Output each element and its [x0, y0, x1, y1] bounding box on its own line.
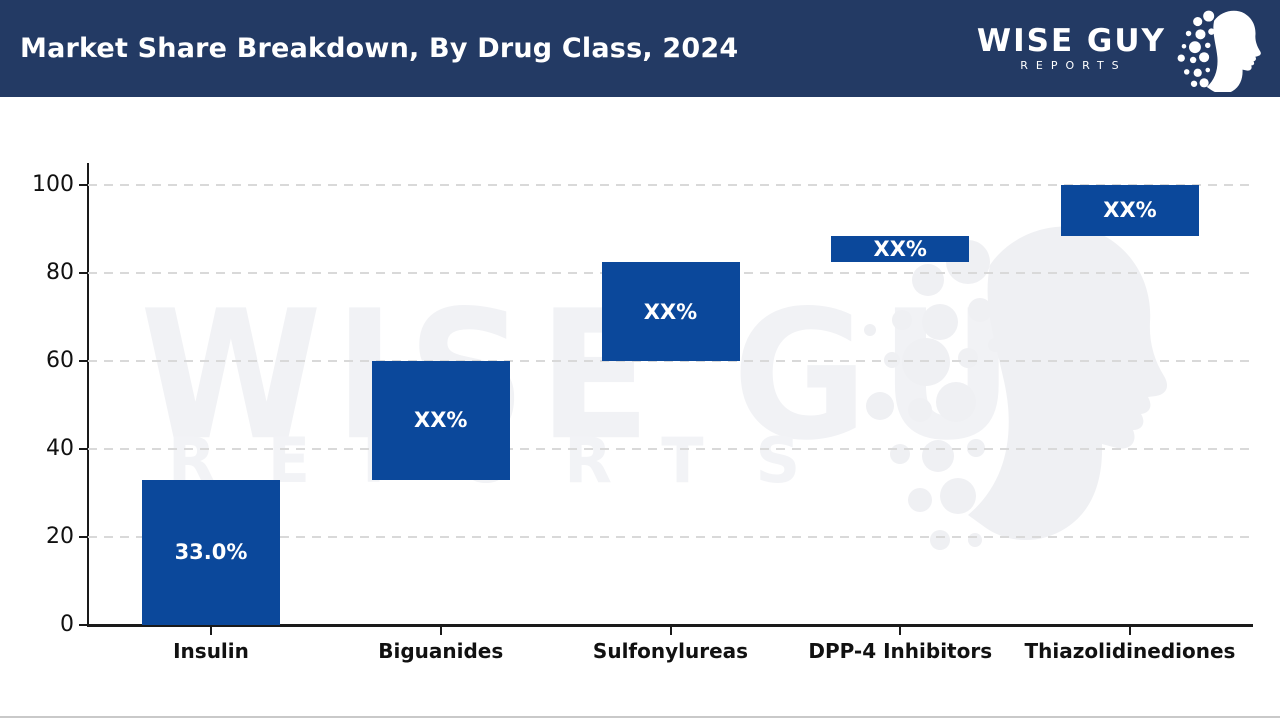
bar-thiazolidinediones: XX%	[1061, 185, 1199, 236]
bar-value-label: XX%	[1103, 198, 1157, 223]
page-title: Market Share Breakdown, By Drug Class, 2…	[20, 33, 739, 64]
y-tick-label-60: 60	[46, 348, 74, 373]
logo-reports-label: REPORTS	[1020, 58, 1127, 72]
logo-text: WISE GUY REPORTS	[976, 22, 1166, 72]
x-axis-label-insulin: Insulin	[173, 639, 249, 663]
x-tick-mark-1	[439, 627, 442, 635]
x-axis-label-sulfonylureas: Sulfonylureas	[592, 639, 749, 663]
y-tick-mark-20	[79, 536, 87, 538]
header-bar: Market Share Breakdown, By Drug Class, 2…	[0, 0, 1280, 97]
x-axis-spine	[87, 624, 1253, 627]
footer-divider	[0, 716, 1280, 718]
x-tick-mark-0	[210, 627, 212, 635]
bar-value-label: 33.0%	[174, 540, 248, 565]
bar-sulfonylureas: XX%	[601, 262, 740, 361]
bar-value-label: XX%	[643, 299, 698, 324]
gridline-100	[88, 184, 1253, 186]
y-axis-spine	[87, 163, 89, 626]
logo-wiseguy-label: WISE GUY	[976, 22, 1166, 59]
gridline-20	[88, 536, 1253, 538]
bar-biguanides: XX%	[371, 361, 510, 480]
bar-value-label: XX%	[873, 236, 927, 261]
bar-insulin: 33.0%	[142, 479, 280, 625]
y-tick-mark-100	[79, 184, 87, 186]
y-tick-mark-40	[79, 448, 87, 450]
logo-face-icon	[1177, 10, 1261, 92]
x-tick-mark-3	[899, 627, 902, 635]
x-axis-label-thiazolidinediones: Thiazolidinediones	[1024, 639, 1236, 663]
y-tick-label-80: 80	[46, 260, 74, 285]
gridline-40	[88, 448, 1253, 450]
y-tick-label-100: 100	[32, 172, 74, 197]
bar-value-label: XX%	[414, 408, 468, 433]
x-tick-mark-4	[1129, 627, 1131, 635]
y-tick-mark-60	[79, 360, 87, 362]
y-tick-mark-0	[79, 624, 87, 626]
x-tick-mark-2	[669, 627, 672, 635]
bar-dpp-4-inhibitors: XX%	[831, 235, 970, 262]
y-tick-label-0: 0	[60, 612, 74, 637]
wise-guy-reports-logo: WISE GUY REPORTS	[977, 6, 1262, 92]
gridline-60	[88, 360, 1253, 362]
y-tick-label-40: 40	[46, 436, 74, 461]
y-tick-label-20: 20	[46, 524, 74, 549]
x-axis-label-dpp-4-inhibitors: DPP-4 Inhibitors	[808, 639, 993, 663]
x-axis-label-biguanides: Biguanides	[378, 639, 504, 663]
y-tick-mark-80	[79, 272, 87, 274]
